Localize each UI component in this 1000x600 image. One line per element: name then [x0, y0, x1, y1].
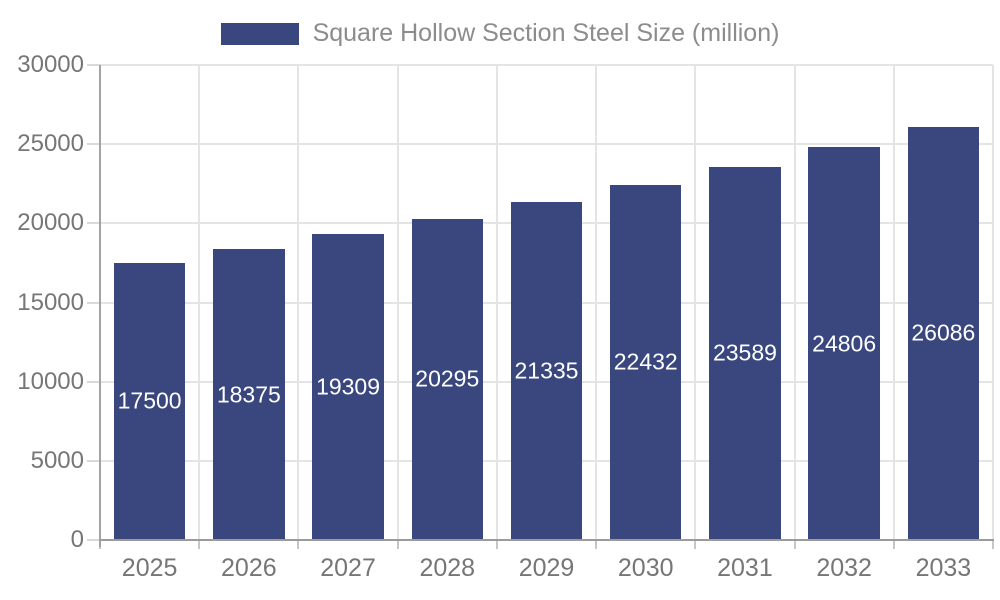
- x-axis-line: [99, 539, 994, 541]
- x-axis-tick: [694, 541, 697, 549]
- y-tick-label: 25000: [17, 130, 84, 158]
- y-axis-tick: [87, 64, 100, 66]
- legend-label: Square Hollow Section Steel Size (millio…: [312, 19, 780, 47]
- gridline-vertical: [694, 65, 697, 540]
- x-tick-label: 2033: [915, 554, 972, 582]
- x-axis-tick: [892, 541, 895, 549]
- y-tick-label: 30000: [17, 51, 84, 78]
- bar-value-label: 21335: [514, 357, 579, 384]
- x-tick-label: 2031: [717, 554, 773, 582]
- x-axis-tick: [396, 541, 399, 549]
- gridline-horizontal: [100, 143, 993, 146]
- x-tick-label: 2032: [816, 554, 872, 582]
- gridline-vertical: [396, 65, 399, 540]
- x-tick-label: 2030: [617, 554, 674, 582]
- y-tick-label: 15000: [17, 288, 84, 316]
- bar-value-label: 24806: [812, 330, 877, 357]
- legend-swatch: [220, 22, 299, 45]
- bar-value-label: 23589: [712, 339, 777, 366]
- bar-value-label: 17500: [117, 387, 182, 414]
- x-axis-labels: 2025 2026 2027 2028 2029 2030 2031 2032 2033: [100, 540, 993, 590]
- y-tick-label: 10000: [17, 367, 84, 395]
- y-tick-label: 5000: [30, 446, 84, 474]
- bar-value-label: 20295: [415, 365, 480, 392]
- gridline-vertical: [495, 65, 498, 540]
- y-axis-tick: [87, 222, 100, 225]
- y-tick-label: 20000: [17, 209, 84, 237]
- gridline-vertical: [892, 65, 895, 540]
- bar: 24806: [808, 147, 880, 540]
- bar-value-label: 26086: [911, 319, 976, 346]
- bar: 20295: [411, 218, 483, 540]
- x-axis-tick: [595, 541, 598, 549]
- bar: 21335: [510, 202, 583, 540]
- x-tick-label: 2026: [221, 554, 277, 582]
- x-tick-label: 2029: [518, 554, 575, 582]
- gridline-vertical: [793, 65, 796, 540]
- gridline-horizontal: [100, 64, 993, 66]
- bar-value-label: 19309: [316, 373, 381, 400]
- y-axis-tick: [87, 539, 100, 541]
- bar: 23589: [709, 166, 781, 540]
- x-tick-label: 2025: [121, 554, 178, 582]
- x-tick-label: 2027: [320, 554, 376, 582]
- x-axis-tick: [297, 541, 300, 549]
- bar: 22432: [610, 184, 682, 540]
- bar-value-label: 22432: [613, 348, 678, 375]
- plot-area: 17500 18375 19309 20295 21335 22432 23589 24806…: [87, 64, 994, 549]
- y-axis-tick: [87, 380, 100, 383]
- bar: 17500: [113, 262, 186, 540]
- x-axis-tick: [793, 541, 796, 549]
- gridline-vertical: [992, 65, 994, 540]
- legend: Square Hollow Section Steel Size (millio…: [0, 19, 1000, 48]
- x-tick-label: 2028: [419, 554, 476, 582]
- y-axis-tick: [87, 143, 100, 146]
- gridline-vertical: [297, 65, 300, 540]
- gridline-vertical: [595, 65, 598, 540]
- y-axis-line: [99, 65, 101, 547]
- x-axis-tick: [198, 541, 201, 549]
- y-axis-tick: [87, 459, 100, 462]
- y-axis-labels: 0 5000 10000 15000 20000 25000 30000: [0, 51, 84, 553]
- bar: 19309: [312, 234, 384, 540]
- bar: 26086: [907, 126, 980, 540]
- bar-value-label: 18375: [216, 381, 281, 408]
- gridline-vertical: [198, 65, 201, 540]
- x-axis-tick: [495, 541, 498, 549]
- x-axis-tick: [992, 541, 994, 549]
- y-axis-tick: [87, 301, 100, 304]
- y-tick-label: 0: [70, 526, 84, 553]
- bar: 18375: [213, 249, 285, 540]
